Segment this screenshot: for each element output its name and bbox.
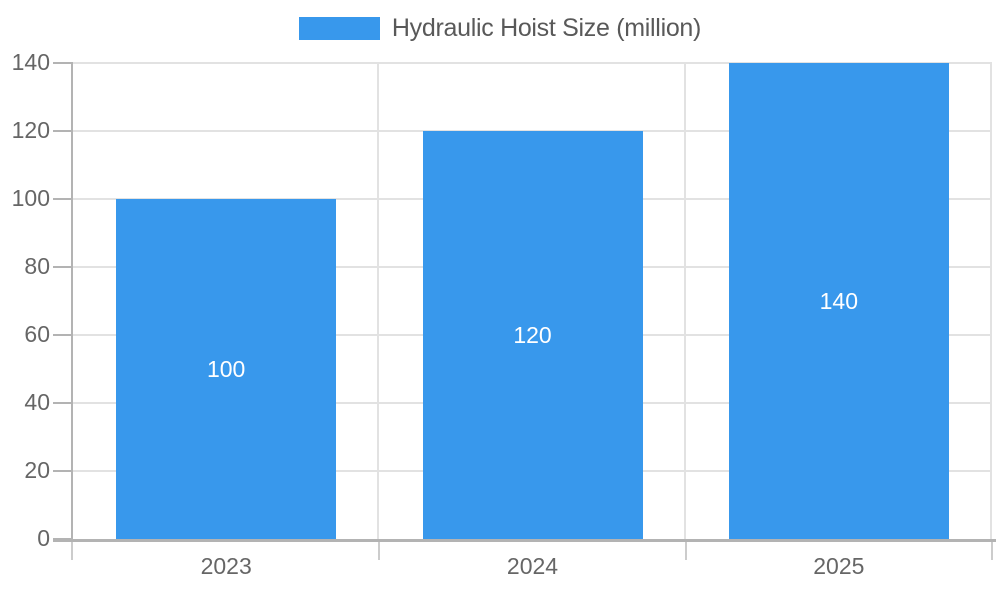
y-axis-tick xyxy=(53,130,73,132)
x-gridline xyxy=(990,63,992,539)
y-axis-tick xyxy=(53,470,73,472)
y-tick-label: 80 xyxy=(24,253,50,279)
y-axis-tick xyxy=(53,538,73,540)
y-axis-tick xyxy=(53,198,73,200)
legend: Hydraulic Hoist Size (million) xyxy=(0,14,1000,43)
y-tick-label: 40 xyxy=(24,389,50,415)
x-axis-tick xyxy=(684,542,687,560)
bar-2023[interactable]: 100 xyxy=(116,199,337,539)
bar-2024[interactable]: 120 xyxy=(422,131,643,539)
x-tick-label: 2024 xyxy=(506,553,559,579)
x-gridline xyxy=(683,63,686,539)
x-axis-tick xyxy=(378,542,381,560)
y-axis-line xyxy=(71,63,73,560)
y-tick-label: 0 xyxy=(37,525,50,551)
y-tick-label: 100 xyxy=(11,185,50,211)
y-tick-label: 120 xyxy=(11,117,50,143)
y-tick-label: 140 xyxy=(11,49,50,75)
x-gridline xyxy=(377,63,380,539)
x-tick-label: 2025 xyxy=(813,553,865,579)
x-axis-line xyxy=(53,539,996,542)
y-gridline xyxy=(73,62,992,64)
x-axis-tick xyxy=(991,542,993,560)
bar-value-label: 100 xyxy=(206,355,246,382)
x-tick-label: 2023 xyxy=(200,553,252,579)
legend-item[interactable]: Hydraulic Hoist Size (million) xyxy=(298,14,702,43)
bar-2025[interactable]: 140 xyxy=(728,63,949,539)
legend-label: Hydraulic Hoist Size (million) xyxy=(391,14,702,42)
bar-value-label: 140 xyxy=(819,287,859,314)
x-axis-tick xyxy=(71,542,73,560)
y-axis-tick xyxy=(53,402,73,404)
plot-area: 100 120 140 xyxy=(73,62,992,539)
y-axis-tick xyxy=(53,266,73,268)
y-axis-tick xyxy=(53,62,73,64)
bar-value-label: 120 xyxy=(513,321,552,348)
y-axis-tick xyxy=(53,334,73,336)
y-tick-label: 20 xyxy=(24,457,50,483)
y-tick-label: 60 xyxy=(24,321,50,347)
legend-swatch-icon xyxy=(298,17,380,40)
